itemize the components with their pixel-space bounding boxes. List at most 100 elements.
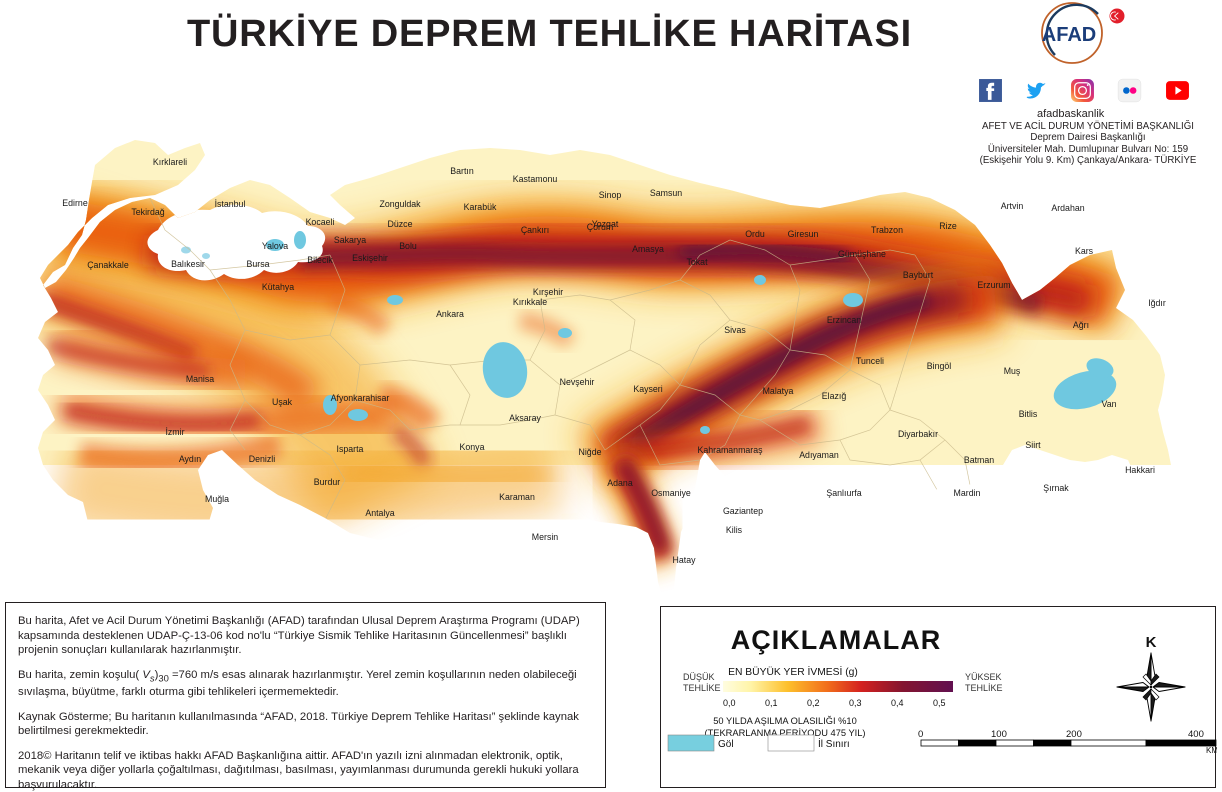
- svg-text:Düzce: Düzce: [388, 219, 413, 229]
- svg-text:Bursa: Bursa: [247, 259, 270, 269]
- svg-text:Adıyaman: Adıyaman: [799, 450, 839, 460]
- svg-text:Karabük: Karabük: [464, 202, 497, 212]
- svg-text:0,5: 0,5: [933, 698, 946, 708]
- svg-text:50 YILDA AŞILMA OLASILIĞI %10: 50 YILDA AŞILMA OLASILIĞI %10: [713, 716, 857, 726]
- svg-text:İzmir: İzmir: [165, 427, 184, 437]
- svg-text:Osmaniye: Osmaniye: [651, 488, 691, 498]
- svg-text:Van: Van: [1102, 399, 1117, 409]
- svg-text:Kırıkkale: Kırıkkale: [513, 297, 547, 307]
- svg-text:Hatay: Hatay: [673, 555, 697, 565]
- svg-text:Denizli: Denizli: [249, 454, 275, 464]
- svg-text:EN BÜYÜK YER İVMESİ (g): EN BÜYÜK YER İVMESİ (g): [728, 665, 858, 678]
- svg-text:Sinop: Sinop: [599, 190, 622, 200]
- svg-text:400: 400: [1188, 729, 1204, 740]
- svg-text:Edirne: Edirne: [62, 198, 88, 208]
- svg-text:Aksaray: Aksaray: [509, 413, 541, 423]
- svg-text:Kahramanmaraş: Kahramanmaraş: [697, 445, 763, 455]
- svg-text:Eskişehir: Eskişehir: [352, 253, 388, 263]
- svg-text:K: K: [1146, 634, 1157, 651]
- svg-text:Gümüşhane: Gümüşhane: [838, 249, 886, 259]
- svg-text:Balıkesir: Balıkesir: [171, 259, 205, 269]
- svg-text:0,4: 0,4: [891, 698, 904, 708]
- svg-text:Tunceli: Tunceli: [856, 356, 884, 366]
- svg-text:AÇIKLAMALAR: AÇIKLAMALAR: [731, 625, 941, 655]
- svg-text:100: 100: [991, 729, 1007, 740]
- svg-text:DÜŞÜK: DÜŞÜK: [683, 672, 715, 682]
- svg-text:Kırşehir: Kırşehir: [533, 287, 563, 297]
- svg-text:Yozgat: Yozgat: [592, 219, 619, 229]
- svg-text:Artvin: Artvin: [1001, 201, 1024, 211]
- svg-text:Kars: Kars: [1075, 246, 1094, 256]
- svg-text:Bingöl: Bingöl: [927, 361, 951, 371]
- svg-text:Elazığ: Elazığ: [822, 391, 847, 401]
- svg-text:Zonguldak: Zonguldak: [379, 199, 421, 209]
- svg-text:0,3: 0,3: [849, 698, 862, 708]
- svg-text:Göl: Göl: [718, 739, 734, 750]
- svg-text:Muş: Muş: [1004, 366, 1021, 376]
- svg-text:Nevşehir: Nevşehir: [560, 377, 595, 387]
- svg-text:Ordu: Ordu: [745, 229, 765, 239]
- svg-text:Iğdır: Iğdır: [1148, 298, 1166, 308]
- svg-text:Isparta: Isparta: [337, 444, 364, 454]
- svg-text:Kayseri: Kayseri: [633, 384, 662, 394]
- svg-text:Giresun: Giresun: [788, 229, 819, 239]
- svg-text:Çanakkale: Çanakkale: [87, 260, 129, 270]
- svg-text:Burdur: Burdur: [314, 477, 340, 487]
- svg-text:İl Sınırı: İl Sınırı: [818, 737, 850, 750]
- svg-text:Niğde: Niğde: [579, 447, 602, 457]
- svg-text:Kütahya: Kütahya: [262, 282, 294, 292]
- svg-text:0: 0: [918, 729, 923, 740]
- svg-text:Kastamonu: Kastamonu: [513, 174, 558, 184]
- svg-text:Erzincan: Erzincan: [827, 315, 861, 325]
- svg-text:Afyonkarahisar: Afyonkarahisar: [331, 393, 390, 403]
- svg-text:Bitlis: Bitlis: [1019, 409, 1038, 419]
- svg-text:Yalova: Yalova: [262, 241, 288, 251]
- svg-text:Ankara: Ankara: [436, 309, 464, 319]
- svg-text:Erzurum: Erzurum: [977, 280, 1010, 290]
- svg-text:Tekirdağ: Tekirdağ: [131, 207, 164, 217]
- svg-text:Sivas: Sivas: [724, 325, 746, 335]
- svg-text:Bolu: Bolu: [399, 241, 417, 251]
- svg-text:Malatya: Malatya: [763, 386, 794, 396]
- svg-text:Aydın: Aydın: [179, 454, 201, 464]
- svg-text:Konya: Konya: [460, 442, 485, 452]
- svg-text:Batman: Batman: [964, 455, 994, 465]
- svg-text:Çankırı: Çankırı: [521, 225, 549, 235]
- svg-text:Manisa: Manisa: [186, 374, 214, 384]
- svg-text:Şanlıurfa: Şanlıurfa: [826, 488, 861, 498]
- svg-text:Muğla: Muğla: [205, 494, 229, 504]
- svg-text:Trabzon: Trabzon: [871, 225, 903, 235]
- svg-text:Ağrı: Ağrı: [1073, 320, 1089, 330]
- svg-text:0,2: 0,2: [807, 698, 820, 708]
- svg-text:Şırnak: Şırnak: [1043, 483, 1069, 493]
- svg-text:200: 200: [1066, 729, 1082, 740]
- svg-text:Mersin: Mersin: [532, 532, 559, 542]
- svg-text:Adana: Adana: [607, 478, 633, 488]
- svg-text:Siirt: Siirt: [1025, 440, 1041, 450]
- svg-text:Karaman: Karaman: [499, 492, 535, 502]
- svg-text:Samsun: Samsun: [650, 188, 682, 198]
- svg-text:Kırklareli: Kırklareli: [153, 157, 187, 167]
- svg-text:İstanbul: İstanbul: [215, 199, 246, 209]
- svg-text:Kocaeli: Kocaeli: [306, 217, 335, 227]
- svg-text:Bayburt: Bayburt: [903, 270, 934, 280]
- svg-text:TEHLİKE: TEHLİKE: [683, 683, 721, 693]
- svg-text:Kilis: Kilis: [726, 525, 743, 535]
- svg-text:Gaziantep: Gaziantep: [723, 506, 763, 516]
- svg-text:Amasya: Amasya: [632, 244, 664, 254]
- svg-text:0,0: 0,0: [723, 698, 736, 708]
- svg-text:Bartın: Bartın: [450, 166, 474, 176]
- svg-text:KM: KM: [1206, 746, 1217, 755]
- svg-text:Mardin: Mardin: [954, 488, 981, 498]
- svg-text:Antalya: Antalya: [365, 508, 394, 518]
- svg-text:Diyarbakır: Diyarbakır: [898, 429, 938, 439]
- svg-text:Bilecik: Bilecik: [307, 255, 333, 265]
- svg-text:Ardahan: Ardahan: [1051, 203, 1084, 213]
- svg-text:TEHLİKE: TEHLİKE: [965, 683, 1003, 693]
- svg-text:0,1: 0,1: [765, 698, 778, 708]
- svg-text:Tokat: Tokat: [686, 257, 708, 267]
- svg-text:Sakarya: Sakarya: [334, 235, 366, 245]
- svg-text:YÜKSEK: YÜKSEK: [965, 672, 1002, 682]
- svg-text:Hakkari: Hakkari: [1125, 465, 1155, 475]
- svg-text:Rize: Rize: [939, 221, 957, 231]
